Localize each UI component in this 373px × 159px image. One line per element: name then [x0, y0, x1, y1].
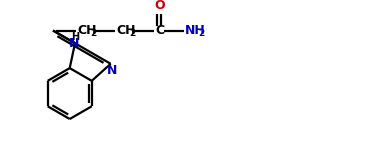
Text: NH: NH	[185, 24, 206, 37]
Text: 2: 2	[198, 29, 205, 38]
Text: CH: CH	[117, 24, 136, 37]
Text: O: O	[154, 0, 164, 12]
Text: H: H	[71, 32, 79, 42]
Text: N: N	[69, 37, 79, 50]
Text: N: N	[107, 64, 117, 77]
Text: C: C	[156, 24, 165, 37]
Text: 2: 2	[129, 29, 135, 38]
Text: CH: CH	[78, 24, 97, 37]
Text: 2: 2	[90, 29, 97, 38]
